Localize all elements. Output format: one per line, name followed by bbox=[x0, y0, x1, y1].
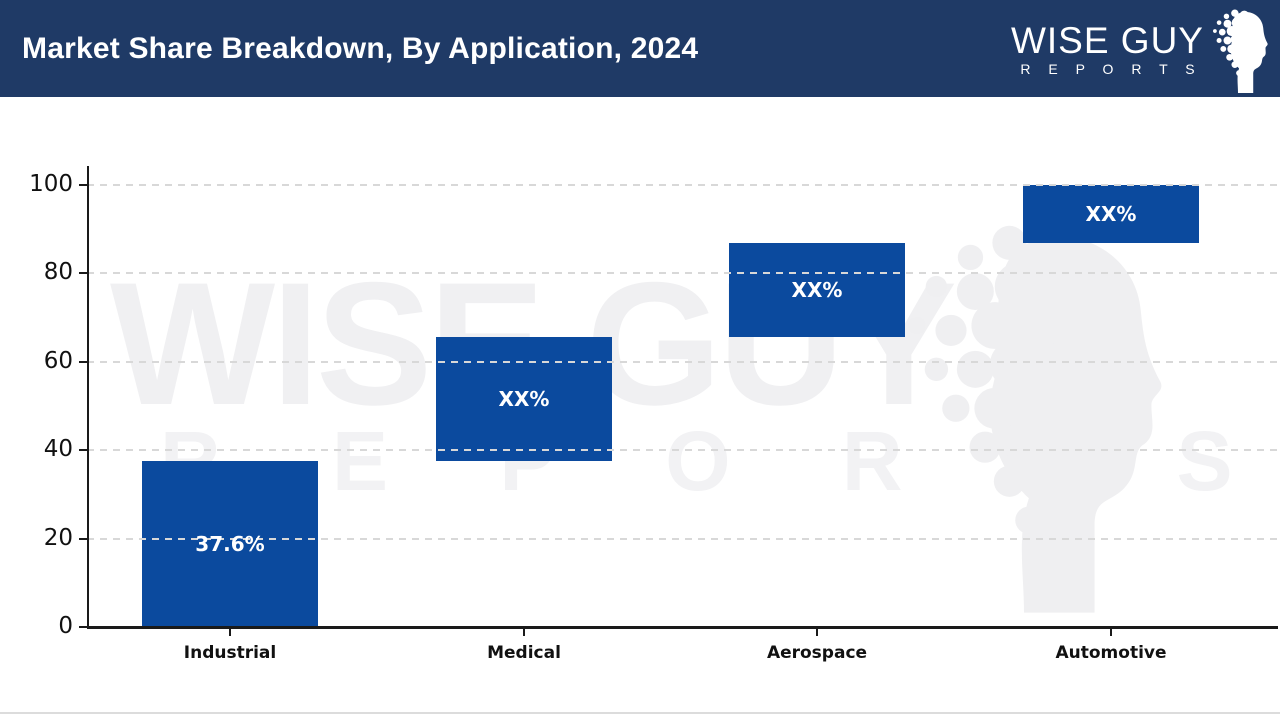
y-tick-label: 60 bbox=[43, 347, 73, 374]
x-tick-mark bbox=[1110, 628, 1112, 636]
x-category-label-industrial: Industrial bbox=[183, 643, 277, 663]
gridline-y40 bbox=[87, 449, 1278, 452]
y-tick-mark bbox=[79, 272, 87, 275]
page-title: Market Share Breakdown, By Application, … bbox=[22, 31, 699, 65]
footer-divider bbox=[0, 712, 1280, 714]
bar-medical bbox=[436, 337, 612, 461]
x-category-label-automotive: Automotive bbox=[1055, 643, 1167, 663]
gridline-y60 bbox=[87, 360, 1278, 363]
x-tick-mark bbox=[816, 628, 818, 636]
y-tick-label: 80 bbox=[43, 259, 73, 286]
gridline-y20 bbox=[87, 537, 1278, 540]
y-tick-mark bbox=[79, 537, 87, 540]
bar-industrial bbox=[142, 460, 318, 627]
x-tick-mark bbox=[229, 628, 231, 636]
header-bar: Market Share Breakdown, By Application, … bbox=[0, 0, 1280, 97]
bar-aerospace bbox=[729, 242, 905, 338]
chart-canvas: WISE GUY R E P O R T S 37.6% XX% XX% XX% 0 20… bbox=[0, 97, 1280, 713]
y-tick-mark bbox=[79, 449, 87, 452]
y-tick-mark bbox=[79, 360, 87, 363]
bar-automotive bbox=[1023, 185, 1199, 243]
x-category-label-aerospace: Aerospace bbox=[766, 643, 868, 663]
gridline-y100 bbox=[87, 184, 1278, 186]
dotted-head-icon bbox=[1213, 9, 1268, 93]
bar-value-label: XX% bbox=[1085, 201, 1137, 226]
x-category-label-medical: Medical bbox=[487, 643, 561, 663]
bar-value-label: XX% bbox=[498, 386, 550, 411]
brand-logo: WISE GUY R E P O R T S bbox=[1011, 0, 1270, 97]
x-tick-mark bbox=[523, 628, 525, 636]
bar-value-label: 37.6% bbox=[195, 531, 265, 556]
x-axis-line bbox=[87, 626, 1278, 629]
bar-value-label: XX% bbox=[791, 277, 843, 302]
y-tick-mark bbox=[79, 184, 87, 186]
y-tick-label: 40 bbox=[43, 436, 73, 463]
watermark-head-icon bbox=[908, 225, 1162, 613]
brand-name: WISE GUY bbox=[1010, 19, 1204, 61]
y-tick-mark bbox=[79, 626, 87, 628]
brand-subtitle: R E P O R T S bbox=[1020, 60, 1202, 77]
brand-logo-text: WISE GUY R E P O R T S bbox=[1011, 22, 1204, 76]
y-tick-label: 0 bbox=[58, 613, 73, 639]
y-tick-label: 100 bbox=[29, 171, 73, 197]
y-tick-label: 20 bbox=[43, 524, 73, 551]
y-axis-line bbox=[87, 166, 89, 629]
gridline-y80 bbox=[87, 272, 1278, 275]
